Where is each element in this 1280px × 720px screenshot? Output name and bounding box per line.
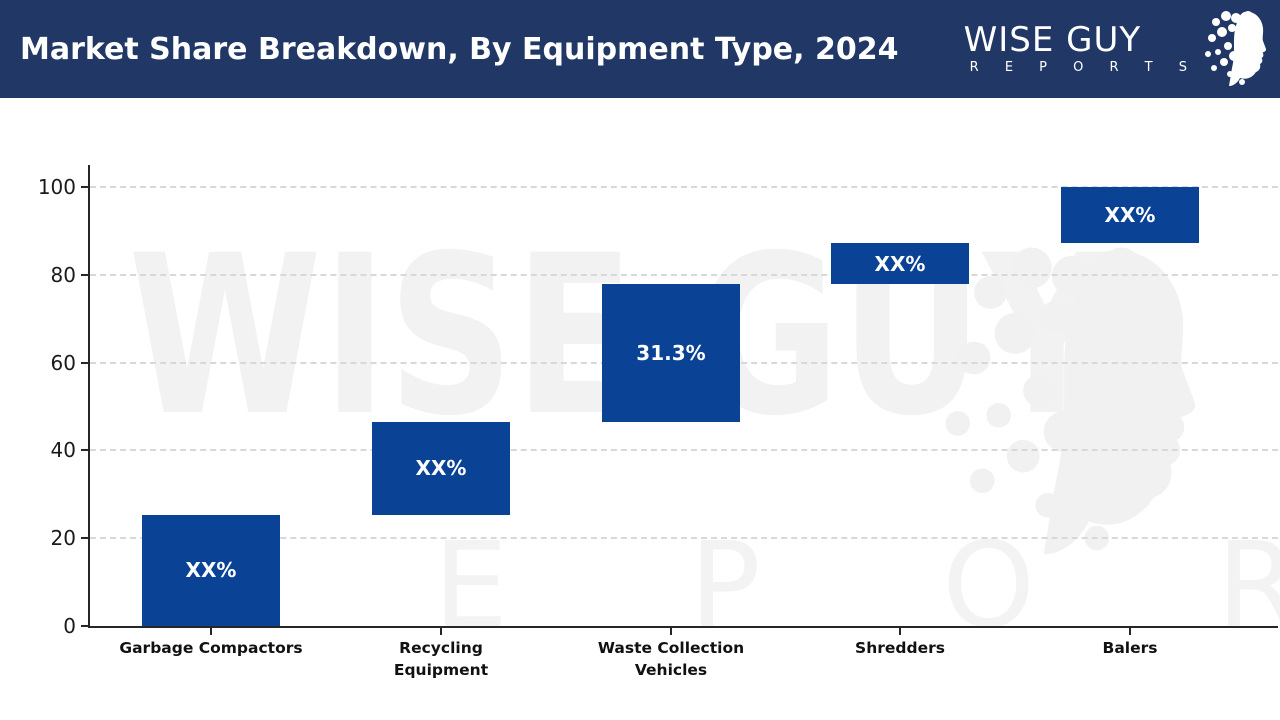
brand-name: WISE GUY	[963, 20, 1142, 60]
x-category-label-line: Recycling	[399, 639, 483, 657]
y-tick-60	[81, 361, 88, 364]
bar-garbage-compactors: XX%	[142, 514, 280, 626]
x-category-label-line: Waste Collection	[597, 639, 745, 657]
y-tick-label-100: 100	[37, 175, 76, 199]
gridline-y-80	[90, 273, 1278, 276]
x-category-label-line: Balers	[1102, 639, 1158, 657]
bar-value-label: 31.3%	[636, 341, 706, 366]
y-tick-80	[81, 273, 88, 276]
header-bar: Market Share Breakdown, By Equipment Typ…	[0, 0, 1280, 98]
x-tick-4	[1129, 628, 1131, 635]
x-category-label: Shredders	[780, 638, 1020, 660]
x-tick-3	[899, 628, 901, 635]
brand-face-icon	[1205, 11, 1266, 86]
bar-balers: XX%	[1061, 187, 1199, 243]
x-category-label-line: Equipment	[393, 660, 489, 679]
brand-logo-text: WISE GUY R E P O R T S	[964, 23, 1198, 75]
y-tick-label-40: 40	[50, 438, 76, 463]
brand-logo: WISE GUY R E P O R T S	[964, 8, 1266, 90]
bar-waste-collection-vehicles: 31.3%	[602, 284, 740, 422]
y-tick-label-80: 80	[50, 262, 76, 287]
bar-value-label: XX%	[185, 558, 237, 583]
gridline-y-20	[90, 537, 1278, 540]
x-tick-2	[670, 628, 672, 635]
x-category-label: Garbage Compactors	[91, 638, 331, 660]
y-tick-100	[81, 186, 88, 188]
y-tick-label-0: 0	[63, 614, 76, 638]
bar-recycling-equipment: XX%	[372, 421, 510, 515]
watermark-face-icon	[945, 247, 1195, 555]
x-category-label-line: Shredders	[855, 639, 945, 657]
x-tick-0	[210, 628, 212, 635]
gridline-y-100	[90, 186, 1278, 188]
bar-value-label: XX%	[874, 251, 926, 276]
x-category-label: Balers	[1010, 638, 1250, 660]
bar-shredders: XX%	[831, 242, 969, 285]
gridline-y-40	[90, 449, 1278, 452]
x-category-label-line: Garbage Compactors	[119, 639, 303, 657]
y-tick-0	[81, 625, 88, 627]
brand-subtitle: R E P O R T S	[969, 60, 1198, 75]
bar-value-label: XX%	[415, 456, 467, 481]
y-tick-20	[81, 537, 88, 540]
y-tick-label-20: 20	[50, 526, 76, 551]
x-category-label: Recycling Equipment	[321, 638, 561, 681]
x-category-label-line: Vehicles	[634, 660, 708, 679]
y-tick-40	[81, 449, 88, 452]
y-axis-line	[88, 165, 90, 628]
chart-title: Market Share Breakdown, By Equipment Typ…	[20, 31, 899, 67]
x-category-label: Waste Collection Vehicles	[551, 638, 791, 681]
chart-area: WISE GUY R E P O R T S 020406080100XX%Ga…	[0, 98, 1280, 720]
bar-value-label: XX%	[1104, 202, 1156, 227]
x-tick-1	[440, 628, 442, 635]
y-tick-label-60: 60	[50, 350, 76, 375]
x-axis-line	[88, 626, 1278, 628]
